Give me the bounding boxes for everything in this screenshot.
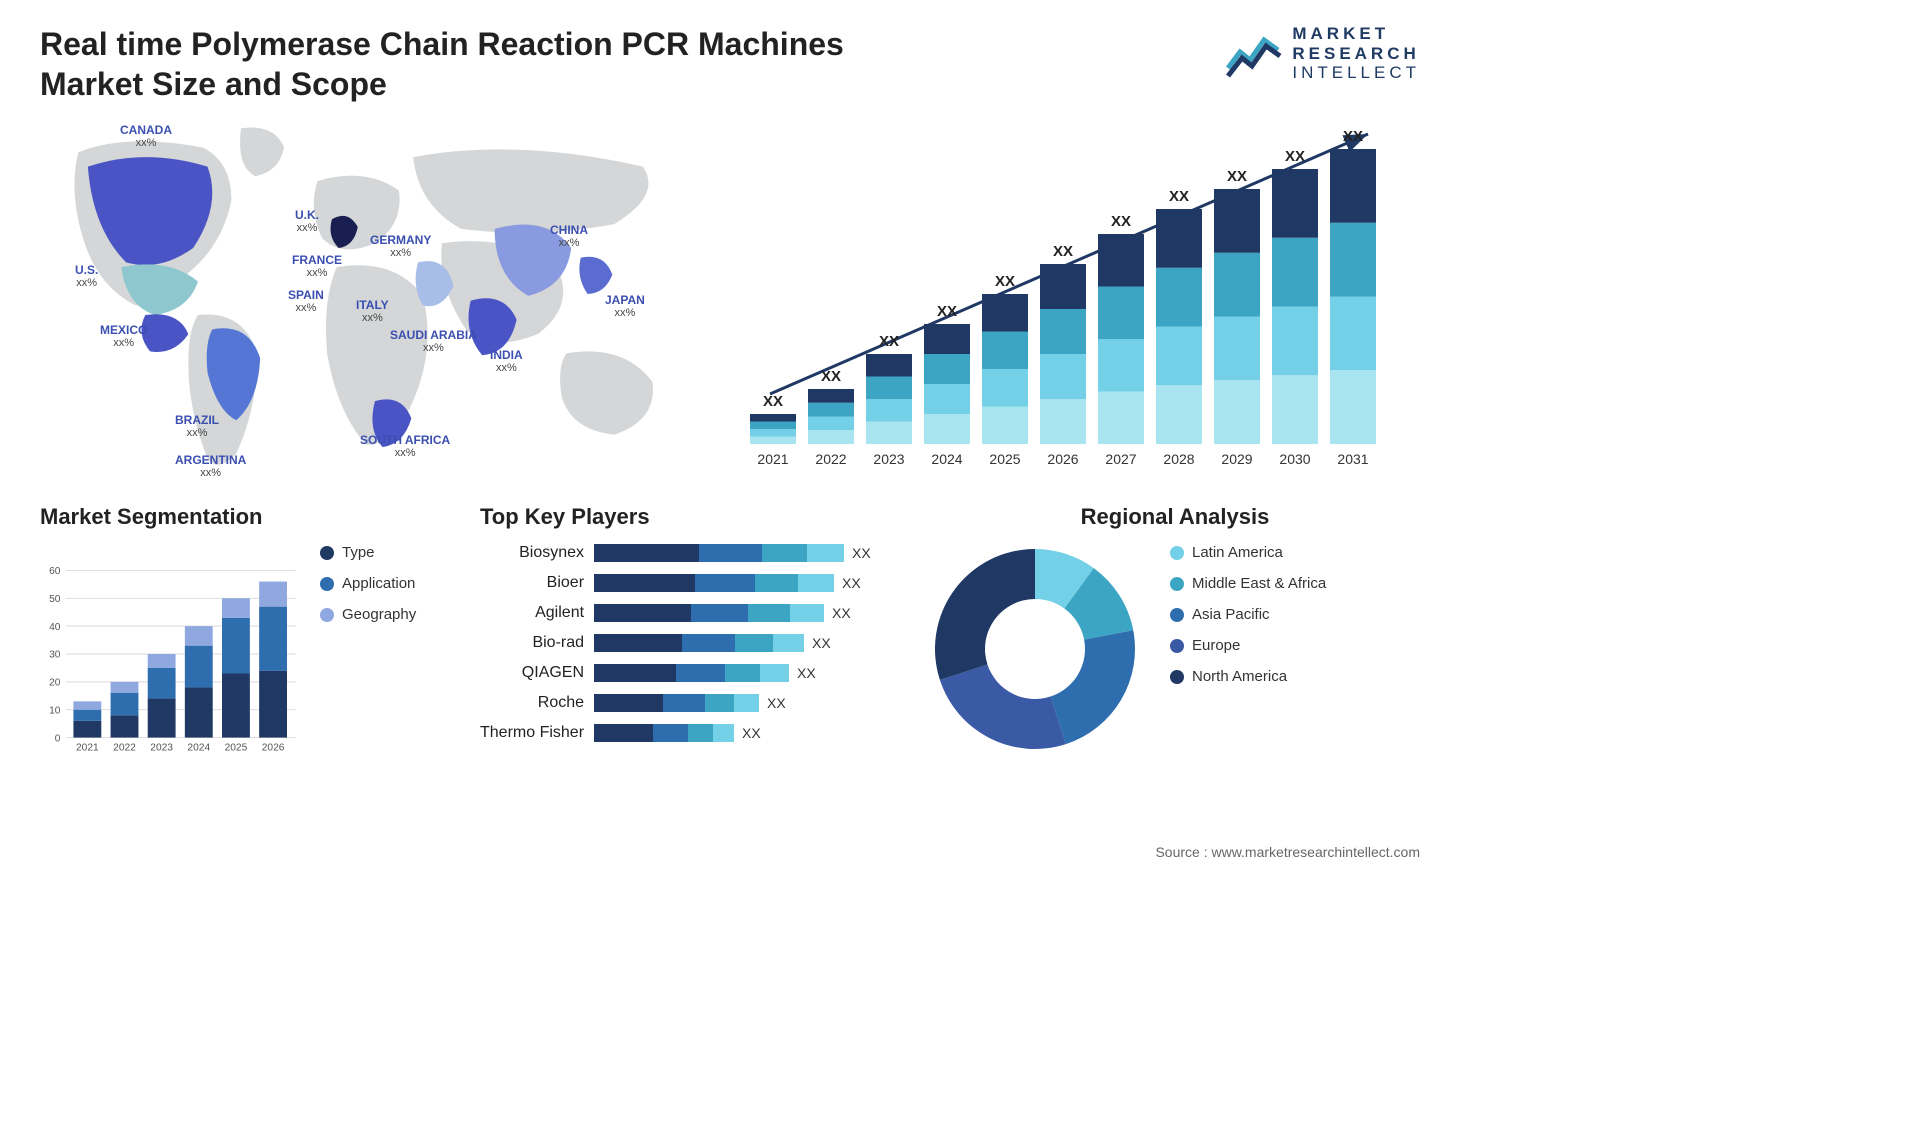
players-section: Top Key Players Biosynex Bioer Agilent Bio-… — [480, 504, 910, 764]
segmentation-section: Market Segmentation 0 10 20 30 40 50 60 2021 202… — [40, 504, 460, 764]
legend-item: Application — [320, 575, 416, 592]
svg-text:2025: 2025 — [989, 451, 1020, 467]
legend-item: Type — [320, 544, 416, 561]
svg-text:2026: 2026 — [262, 743, 285, 754]
player-bar-row: XX — [594, 604, 871, 622]
svg-text:XX: XX — [1053, 243, 1073, 260]
svg-text:2025: 2025 — [225, 743, 248, 754]
svg-text:XX: XX — [937, 303, 957, 320]
logo: MARKET RESEARCH INTELLECT — [1226, 24, 1420, 83]
country-label: SAUDI ARABIAxx% — [390, 329, 477, 354]
player-bar-row: XX — [594, 724, 871, 742]
country-label: U.S.xx% — [75, 264, 98, 289]
regional-legend: Latin America Middle East & Africa Asia Pa… — [1170, 544, 1326, 685]
legend-item: North America — [1170, 668, 1326, 685]
donut-chart — [930, 544, 1140, 754]
country-label: SPAINxx% — [288, 289, 324, 314]
logo-icon — [1226, 28, 1282, 78]
svg-text:2027: 2027 — [1105, 451, 1136, 467]
country-label: U.K.xx% — [295, 209, 319, 234]
legend-item: Latin America — [1170, 544, 1326, 561]
logo-line2: RESEARCH — [1292, 44, 1420, 64]
svg-text:XX: XX — [879, 333, 899, 350]
svg-text:XX: XX — [1227, 168, 1247, 185]
svg-text:2022: 2022 — [815, 451, 846, 467]
country-label: INDIAxx% — [490, 349, 523, 374]
segmentation-title: Market Segmentation — [40, 504, 460, 530]
player-bars: XX XX XX XX XX XX XX — [594, 544, 871, 742]
svg-text:0: 0 — [55, 733, 61, 744]
svg-text:2022: 2022 — [113, 743, 136, 754]
country-label: ITALYxx% — [356, 299, 389, 324]
player-bar-row: XX — [594, 664, 871, 682]
segmentation-chart: 0 10 20 30 40 50 60 2021 2022 2023 2024 2025 2026 — [40, 544, 300, 764]
svg-text:2028: 2028 — [1163, 451, 1194, 467]
svg-text:XX: XX — [1285, 148, 1305, 165]
page-title: Real time Polymerase Chain Reaction PCR … — [40, 24, 940, 104]
svg-text:XX: XX — [995, 273, 1015, 290]
player-label: Agilent — [535, 604, 584, 622]
svg-text:40: 40 — [49, 622, 61, 633]
svg-text:XX: XX — [1111, 213, 1131, 230]
player-label: Bio-rad — [532, 634, 584, 652]
svg-text:10: 10 — [49, 705, 61, 716]
player-bar-row: XX — [594, 544, 871, 562]
country-label: CHINAxx% — [550, 224, 588, 249]
svg-text:XX: XX — [763, 393, 783, 410]
svg-text:XX: XX — [1169, 188, 1189, 205]
player-label: QIAGEN — [522, 664, 584, 682]
svg-text:2024: 2024 — [187, 743, 210, 754]
country-label: FRANCExx% — [292, 254, 342, 279]
country-label: JAPANxx% — [605, 294, 645, 319]
country-label: GERMANYxx% — [370, 234, 431, 259]
svg-text:50: 50 — [49, 594, 61, 605]
svg-text:2026: 2026 — [1047, 451, 1078, 467]
country-label: SOUTH AFRICAxx% — [360, 434, 450, 459]
player-label: Thermo Fisher — [480, 724, 584, 742]
player-label: Roche — [538, 694, 584, 712]
legend-item: Europe — [1170, 637, 1326, 654]
country-label: BRAZILxx% — [175, 414, 219, 439]
svg-text:2031: 2031 — [1337, 451, 1368, 467]
logo-line3: INTELLECT — [1292, 63, 1420, 83]
svg-text:2024: 2024 — [931, 451, 962, 467]
country-label: MEXICOxx% — [100, 324, 147, 349]
legend-item: Asia Pacific — [1170, 606, 1326, 623]
svg-text:2023: 2023 — [873, 451, 904, 467]
player-label: Bioer — [547, 574, 584, 592]
segmentation-legend: Type Application Geography — [320, 544, 416, 764]
regional-title: Regional Analysis — [930, 504, 1420, 530]
country-label: ARGENTINAxx% — [175, 454, 246, 479]
svg-text:XX: XX — [821, 368, 841, 385]
svg-text:2030: 2030 — [1279, 451, 1310, 467]
player-bar-row: XX — [594, 574, 871, 592]
players-title: Top Key Players — [480, 504, 910, 530]
regional-section: Regional Analysis Latin America Middle Ea… — [930, 504, 1420, 764]
country-label: CANADAxx% — [120, 124, 172, 149]
world-map: CANADAxx% U.S.xx% MEXICOxx% BRAZILxx% ARGENT… — [40, 114, 710, 494]
svg-text:2021: 2021 — [76, 743, 99, 754]
legend-item: Geography — [320, 606, 416, 623]
svg-text:XX: XX — [1343, 128, 1363, 145]
player-label: Biosynex — [519, 544, 584, 562]
player-names: Biosynex Bioer Agilent Bio-rad QIAGEN Roche Th… — [480, 544, 584, 742]
growth-chart: XX 2021 XX 2022 XX 2023 XX 2024 XX 2025 XX 2026 XX 20… — [740, 114, 1420, 494]
svg-text:60: 60 — [49, 566, 61, 577]
logo-line1: MARKET — [1292, 24, 1420, 44]
player-bar-row: XX — [594, 694, 871, 712]
legend-item: Middle East & Africa — [1170, 575, 1326, 592]
svg-text:2021: 2021 — [757, 451, 788, 467]
svg-text:2029: 2029 — [1221, 451, 1252, 467]
svg-text:2023: 2023 — [150, 743, 173, 754]
player-bar-row: XX — [594, 634, 871, 652]
svg-text:20: 20 — [49, 678, 61, 689]
svg-text:30: 30 — [49, 650, 61, 661]
source-text: Source : www.marketresearchintellect.com — [1155, 844, 1420, 860]
